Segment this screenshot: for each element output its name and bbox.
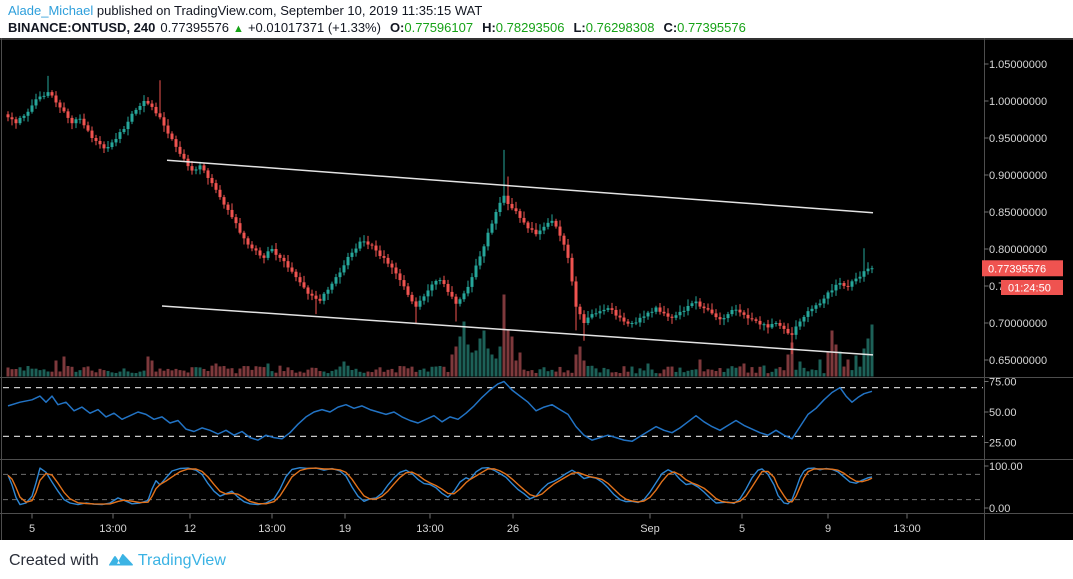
time-axis-label[interactable]: 13:00 (99, 523, 127, 535)
time-axis-label[interactable]: 13:00 (416, 523, 444, 535)
author-link[interactable]: Alade_Michael (8, 3, 94, 18)
channel-lower-line[interactable] (161, 305, 874, 356)
created-with-text: Created with (9, 551, 99, 569)
open-value: 0.77596107 (404, 20, 474, 35)
countdown-badge: 01:24:50 (1001, 280, 1063, 295)
high-label: H: (482, 20, 496, 35)
price-axis-label[interactable]: 0.95000000 (989, 133, 1047, 145)
time-axis-label[interactable]: 13:00 (893, 523, 921, 535)
close-label: C: (663, 20, 678, 35)
price-axis-label[interactable]: 0.65000000 (989, 355, 1047, 367)
time-axis-label[interactable]: 19 (339, 523, 351, 535)
svg-text:01:24:50: 01:24:50 (1008, 283, 1051, 295)
svg-text:0.77395576: 0.77395576 (988, 263, 1046, 275)
price-axis-label[interactable]: 0.85000000 (989, 207, 1047, 219)
rsi-pane (3, 380, 983, 443)
stoch-pane (3, 467, 983, 506)
footer: Created with TradingView (0, 542, 1073, 579)
channel-upper-line[interactable] (166, 159, 874, 214)
publish-header: Alade_Michael published on TradingView.c… (0, 0, 1073, 38)
stoch-d-line (7, 467, 873, 505)
low-value: 0.76298308 (585, 20, 655, 35)
time-axis-label[interactable]: 9 (825, 523, 831, 535)
stoch-k-line (7, 467, 873, 506)
rsi-line (7, 380, 873, 443)
low-label: L: (573, 20, 586, 35)
price-axis-label[interactable]: 0.90000000 (989, 170, 1047, 182)
time-axis-label[interactable]: 13:00 (258, 523, 286, 535)
time-axis-label[interactable]: 5 (29, 523, 35, 535)
candles (6, 75, 874, 355)
price-change: +0.01017371 (+1.33%) (247, 20, 381, 35)
volume-bars (6, 294, 874, 377)
time-axis[interactable]: 5 13:00 12 13:00 19 13:00 26 Sep 5 9 13:00 (29, 513, 921, 536)
last-price: 0.77395576 (160, 20, 230, 35)
price-axis-label[interactable]: 1.05000000 (989, 59, 1047, 71)
stoch-axis-label[interactable]: 0.00 (989, 503, 1010, 515)
published-text: published on TradingView.com, September … (93, 3, 483, 18)
stoch-axis-label[interactable]: 100.00 (989, 461, 1023, 473)
publish-info-line: Alade_Michael published on TradingView.c… (8, 3, 1073, 19)
tradingview-brand-link[interactable]: TradingView (137, 551, 226, 569)
current-price-badge: 0.77395576 (982, 260, 1063, 277)
chart-background (0, 38, 1073, 540)
time-axis-label[interactable]: Sep (640, 523, 660, 535)
symbol-interval: BINANCE:ONTUSD, 240 (8, 20, 156, 35)
time-axis-label[interactable]: 12 (184, 523, 196, 535)
price-axis-label[interactable]: 0.70000000 (989, 318, 1047, 330)
symbol-legend: BINANCE:ONTUSD, 240 0.77395576 ▲ +0.0101737… (8, 19, 1073, 38)
price-axis-label[interactable]: 0.80000000 (989, 244, 1047, 256)
rsi-axis-label[interactable]: 75.00 (989, 377, 1017, 389)
time-axis-label[interactable]: 5 (739, 523, 745, 535)
price-axis-label[interactable]: 1.00000000 (989, 96, 1047, 108)
time-axis-label[interactable]: 26 (507, 523, 519, 535)
open-label: O: (389, 20, 405, 35)
rsi-axis-label[interactable]: 50.00 (989, 407, 1017, 419)
trend-channel[interactable] (161, 159, 874, 356)
high-value: 0.78293506 (495, 20, 565, 35)
rsi-axis-label[interactable]: 25.00 (989, 438, 1017, 450)
tradingview-logo-icon[interactable] (108, 552, 134, 569)
up-arrow-icon: ▲ (233, 23, 244, 35)
panel-separators (0, 38, 1073, 540)
close-value: 0.77395576 (677, 20, 746, 35)
